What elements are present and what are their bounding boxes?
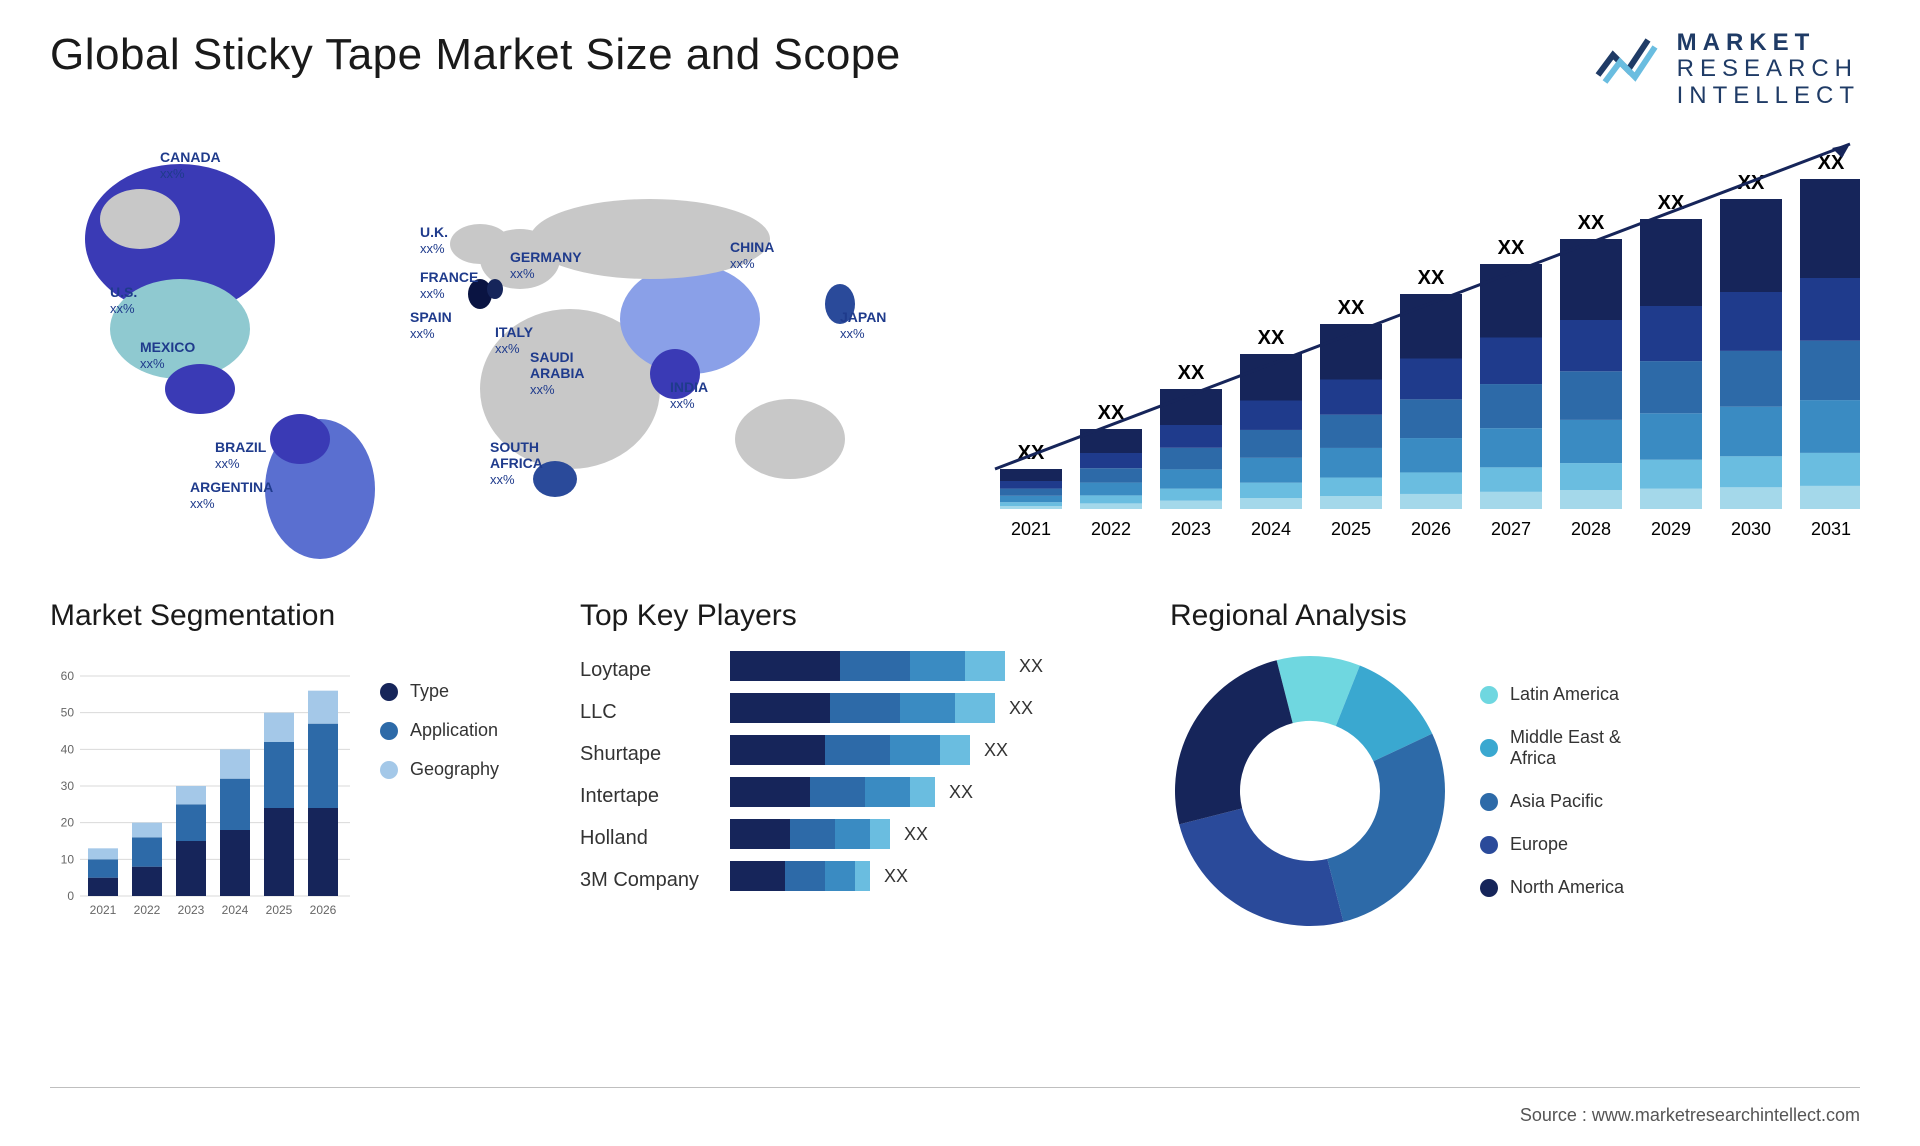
map-label: INDIAxx% bbox=[670, 379, 708, 412]
svg-text:2027: 2027 bbox=[1491, 519, 1531, 539]
legend-item: Asia Pacific bbox=[1480, 791, 1624, 812]
map-label: FRANCExx% bbox=[420, 269, 478, 302]
players-section: Top Key Players Loytape LLC Shurtape Intert… bbox=[580, 599, 1140, 931]
legend-item: Type bbox=[380, 681, 499, 702]
svg-text:2024: 2024 bbox=[222, 903, 249, 917]
svg-text:XX: XX bbox=[1178, 362, 1205, 384]
player-bar-row: XX bbox=[730, 777, 1140, 807]
players-names-col: Loytape LLC Shurtape Intertape Holland 3M Com… bbox=[580, 651, 730, 895]
world-map-region: CANADAxx% U.S.xx%MEXICOxx% BRAZILxx% ARGENT… bbox=[50, 129, 940, 559]
map-label: U.S.xx% bbox=[110, 284, 137, 317]
svg-text:2029: 2029 bbox=[1651, 519, 1691, 539]
svg-text:30: 30 bbox=[61, 779, 75, 793]
svg-text:2021: 2021 bbox=[1011, 519, 1051, 539]
logo-line2: RESEARCH bbox=[1677, 56, 1860, 82]
svg-text:XX: XX bbox=[1258, 327, 1285, 349]
legend-item: Middle East & Africa bbox=[1480, 727, 1624, 769]
svg-text:2025: 2025 bbox=[1331, 519, 1371, 539]
legend-item: North America bbox=[1480, 877, 1624, 898]
legend-item: Europe bbox=[1480, 834, 1624, 855]
regional-legend: Latin America Middle East & Africa Asia Pa… bbox=[1480, 684, 1624, 898]
logo-line3: INTELLECT bbox=[1677, 83, 1860, 109]
map-label: U.K.xx% bbox=[420, 224, 448, 257]
svg-text:2031: 2031 bbox=[1811, 519, 1851, 539]
svg-text:2023: 2023 bbox=[1171, 519, 1211, 539]
svg-text:10: 10 bbox=[61, 853, 75, 867]
source-text: Source : www.marketresearchintellect.com bbox=[1520, 1105, 1860, 1126]
regional-section: Regional Analysis Latin America Middle Ea… bbox=[1170, 599, 1860, 931]
svg-text:50: 50 bbox=[61, 706, 75, 720]
map-label: CHINAxx% bbox=[730, 239, 774, 272]
player-name: LLC bbox=[580, 697, 730, 727]
svg-text:20: 20 bbox=[61, 816, 75, 830]
segmentation-legend: Type Application Geography bbox=[380, 651, 499, 921]
map-label: JAPANxx% bbox=[840, 309, 886, 342]
player-name: Holland bbox=[580, 823, 730, 853]
players-title: Top Key Players bbox=[580, 599, 1140, 633]
svg-text:XX: XX bbox=[1498, 237, 1525, 259]
player-bar-row: XX bbox=[730, 861, 1140, 891]
growth-chart-region: XX2021XX2022XX2023XX2024XX2025XX2026XX20… bbox=[980, 129, 1860, 559]
segmentation-section: Market Segmentation 0 10 20 30 40 50 60 2021 202… bbox=[50, 599, 550, 931]
svg-text:0: 0 bbox=[67, 889, 74, 903]
segmentation-chart-svg: 0 10 20 30 40 50 60 2021 2022 2023 2024 2025 2026 bbox=[50, 651, 350, 921]
logo-icon bbox=[1593, 30, 1663, 90]
player-value: XX bbox=[984, 740, 1008, 761]
map-label: SOUTHAFRICAxx% bbox=[490, 439, 543, 488]
player-value: XX bbox=[904, 824, 928, 845]
growth-chart-svg: XX2021XX2022XX2023XX2024XX2025XX2026XX20… bbox=[980, 129, 1860, 559]
regional-donut-svg bbox=[1170, 651, 1450, 931]
map-label: ARGENTINAxx% bbox=[190, 479, 273, 512]
legend-item: Application bbox=[380, 720, 499, 741]
player-name: Intertape bbox=[580, 781, 730, 811]
player-name: Loytape bbox=[580, 655, 730, 685]
player-value: XX bbox=[884, 866, 908, 887]
segmentation-title: Market Segmentation bbox=[50, 599, 550, 633]
player-value: XX bbox=[1009, 698, 1033, 719]
svg-text:40: 40 bbox=[61, 743, 75, 757]
map-label: SPAINxx% bbox=[410, 309, 452, 342]
player-bar-row: XX bbox=[730, 819, 1140, 849]
svg-text:2023: 2023 bbox=[178, 903, 205, 917]
player-name: 3M Company bbox=[580, 865, 730, 895]
regional-title: Regional Analysis bbox=[1170, 599, 1860, 633]
svg-text:2030: 2030 bbox=[1731, 519, 1771, 539]
player-value: XX bbox=[949, 782, 973, 803]
map-label: BRAZILxx% bbox=[215, 439, 266, 472]
brand-logo: MARKET RESEARCH INTELLECT bbox=[1593, 30, 1860, 109]
legend-item: Geography bbox=[380, 759, 499, 780]
legend-item: Latin America bbox=[1480, 684, 1624, 705]
svg-text:XX: XX bbox=[1578, 212, 1605, 234]
svg-text:60: 60 bbox=[61, 669, 75, 683]
svg-text:2024: 2024 bbox=[1251, 519, 1291, 539]
player-bar-row: XX bbox=[730, 651, 1140, 681]
svg-text:2022: 2022 bbox=[134, 903, 161, 917]
footer-divider bbox=[50, 1087, 1860, 1088]
svg-text:XX: XX bbox=[1338, 297, 1365, 319]
svg-text:2026: 2026 bbox=[310, 903, 337, 917]
svg-text:2021: 2021 bbox=[90, 903, 117, 917]
player-bar-row: XX bbox=[730, 693, 1140, 723]
map-label: GERMANYxx% bbox=[510, 249, 582, 282]
map-label: ITALYxx% bbox=[495, 324, 533, 357]
svg-text:2026: 2026 bbox=[1411, 519, 1451, 539]
map-label: CANADAxx% bbox=[160, 149, 221, 182]
map-label: SAUDIARABIAxx% bbox=[530, 349, 584, 398]
svg-text:2025: 2025 bbox=[266, 903, 293, 917]
page-title: Global Sticky Tape Market Size and Scope bbox=[50, 30, 901, 80]
players-bars-col: XXXXXXXXXXXX bbox=[730, 651, 1140, 895]
player-bar-row: XX bbox=[730, 735, 1140, 765]
svg-text:XX: XX bbox=[1418, 267, 1445, 289]
logo-line1: MARKET bbox=[1677, 30, 1860, 56]
player-value: XX bbox=[1019, 656, 1043, 677]
svg-text:2028: 2028 bbox=[1571, 519, 1611, 539]
map-label: MEXICOxx% bbox=[140, 339, 195, 372]
svg-text:2022: 2022 bbox=[1091, 519, 1131, 539]
player-name: Shurtape bbox=[580, 739, 730, 769]
